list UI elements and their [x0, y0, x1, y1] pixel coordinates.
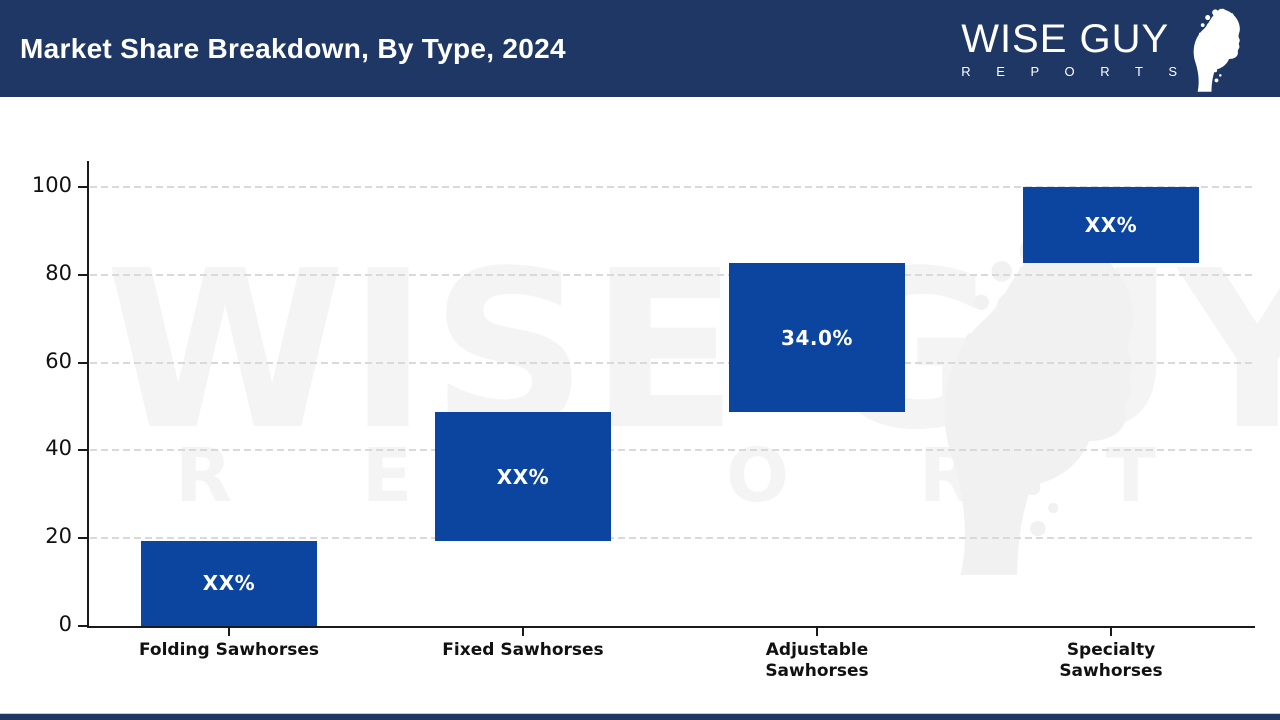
gridline-20 [90, 537, 1253, 540]
bar-value-label: XX% [1084, 212, 1138, 237]
y-tick-label-20: 20 [45, 524, 72, 549]
brand-subtitle: R E P O R T S [961, 63, 1188, 79]
x-category-label-line: Folding Sawhorses [139, 640, 319, 660]
x-category-label: Adjustable Sawhorses [697, 640, 937, 682]
x-category-label-line: Fixed Sawhorses [442, 640, 604, 660]
bar-2: XX% [435, 412, 611, 541]
x-tick-2 [522, 628, 524, 636]
page-title: Market Share Breakdown, By Type, 2024 [20, 32, 566, 64]
bar-value-label: XX% [202, 571, 256, 596]
y-tick-100 [78, 186, 87, 188]
x-category-label: Specialty Sawhorses [991, 640, 1231, 682]
y-tick-60 [78, 361, 87, 364]
x-category-label-line: Sawhorses [765, 661, 869, 681]
brand-logo: WISE GUY R E P O R T S [961, 5, 1254, 93]
header: Market Share Breakdown, By Type, 2024 WI… [0, 0, 1280, 97]
x-tick-1 [228, 628, 230, 636]
bar-3: 34.0% [729, 262, 905, 413]
x-category-label-line: Adjustable [765, 640, 869, 660]
gridline-80 [90, 273, 1253, 276]
bar-4: XX% [1023, 187, 1199, 263]
x-tick-4 [1110, 628, 1112, 636]
watermark-head-icon [944, 235, 1134, 575]
x-tick-3 [816, 628, 818, 636]
y-tick-label-0: 0 [58, 612, 72, 636]
gridline-100 [90, 186, 1253, 188]
bar-value-label: XX% [496, 464, 550, 489]
bar-value-label: 34.0% [781, 325, 853, 350]
bar-1: XX% [141, 540, 317, 626]
y-tick-20 [78, 537, 87, 540]
x-category-label: Folding Sawhorses [109, 640, 349, 661]
x-category-label-line: Sawhorses [1059, 661, 1163, 681]
watermark-subtext: R E P O R T S [175, 433, 1280, 519]
y-axis-line [87, 161, 89, 628]
y-tick-40 [78, 449, 87, 452]
y-tick-80 [78, 273, 87, 276]
brand-name: WISE GUY [961, 16, 1170, 61]
y-tick-label-40: 40 [45, 436, 72, 461]
x-category-label: Fixed Sawhorses [403, 640, 643, 661]
y-tick-label-80: 80 [45, 260, 72, 285]
footer-bar [0, 713, 1280, 720]
y-tick-0 [78, 625, 87, 627]
x-category-label-line: Specialty [1066, 640, 1156, 660]
gridline-40 [90, 449, 1253, 452]
x-axis-line [87, 626, 1255, 628]
y-tick-label-100: 100 [31, 173, 72, 197]
head-profile-icon [1193, 8, 1240, 92]
y-tick-label-60: 60 [45, 348, 72, 373]
gridline-60 [90, 361, 1253, 364]
brand-logo-text: WISE GUY R E P O R T S [961, 19, 1188, 79]
